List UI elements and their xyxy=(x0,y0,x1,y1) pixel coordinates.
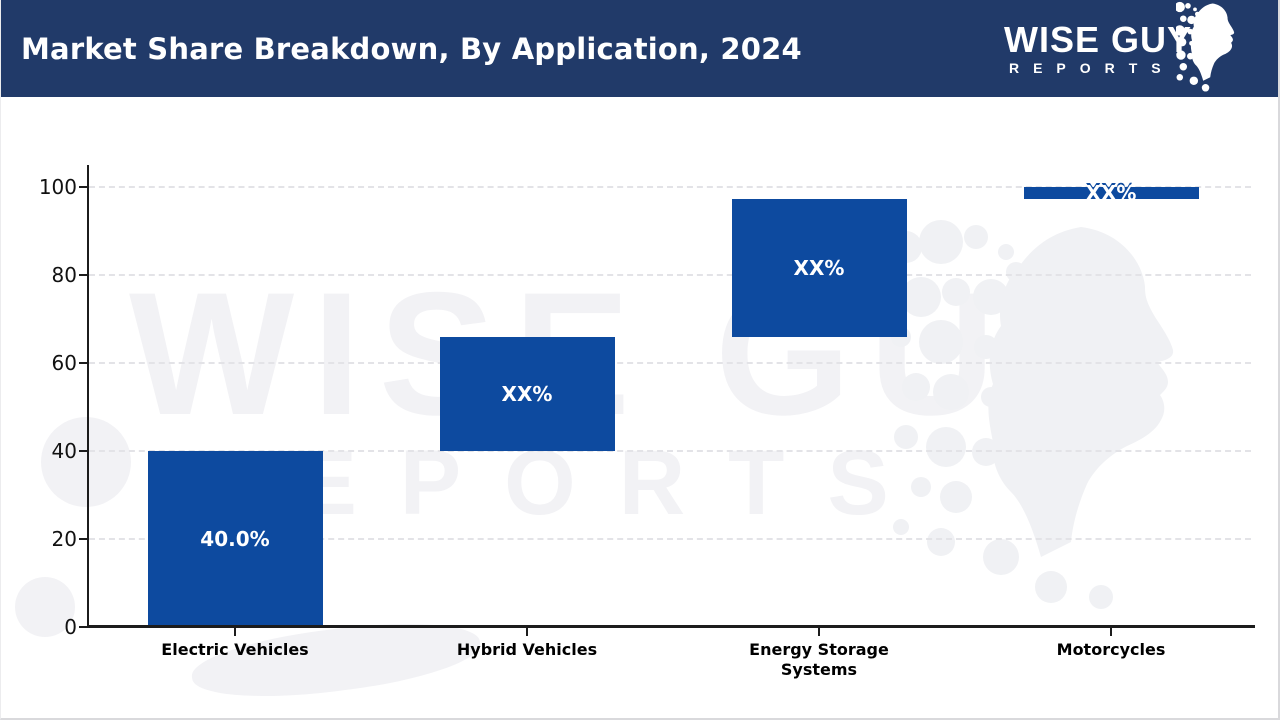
watermark-circle xyxy=(15,577,75,637)
y-tick-label: 20 xyxy=(51,527,77,551)
x-axis-tick xyxy=(1110,628,1112,636)
y-axis-tick xyxy=(79,274,88,276)
bar-electric-vehicles xyxy=(147,451,323,627)
category-label: Electric Vehicles xyxy=(161,640,309,659)
y-axis-tick xyxy=(79,362,88,364)
x-axis-line xyxy=(87,625,1255,628)
logo-text: WISE GUY REPORTS xyxy=(1003,19,1192,76)
y-tick-label: 80 xyxy=(51,263,77,287)
y-tick-label: 100 xyxy=(38,175,77,199)
category-label: Motorcycles xyxy=(1056,640,1166,659)
category-label: Energy Storage Systems xyxy=(749,640,889,680)
y-tick-label: 40 xyxy=(51,439,77,463)
x-axis-tick xyxy=(526,628,528,636)
bar-motorcycles xyxy=(1023,187,1199,200)
logo-face-icon xyxy=(1176,1,1235,92)
y-axis-tick xyxy=(79,626,88,628)
bar-energy-storage-systems xyxy=(731,199,907,338)
y-tick-label: 0 xyxy=(64,615,77,639)
x-axis-tick xyxy=(234,628,236,636)
y-axis-tick xyxy=(79,538,88,540)
gridline xyxy=(89,362,1251,364)
y-axis-tick xyxy=(79,186,88,188)
gridline xyxy=(89,186,1251,188)
bar-value-label: XX% xyxy=(1085,181,1137,206)
logo-subtitle: REPORTS xyxy=(1008,60,1175,76)
logo-wordmark: WISE GUY xyxy=(1003,19,1192,60)
bar-value-label: XX% xyxy=(793,256,845,281)
gridline xyxy=(89,538,1251,540)
header: Market Share Breakdown, By Application, … xyxy=(1,0,1278,97)
watermark-circle xyxy=(41,417,131,507)
bar-value-label: 40.0% xyxy=(200,527,270,551)
x-axis-tick xyxy=(818,628,820,636)
category-label: Hybrid Vehicles xyxy=(456,640,598,659)
y-axis-line xyxy=(87,165,89,628)
gridline xyxy=(89,450,1251,452)
gridline xyxy=(89,274,1251,276)
y-tick-label: 60 xyxy=(51,351,77,375)
wiseguy-logo: WISE GUY REPORTS xyxy=(1003,1,1262,96)
bar-hybrid-vehicles xyxy=(439,337,615,451)
y-axis-tick xyxy=(79,450,88,452)
bar-value-label: XX% xyxy=(501,382,553,407)
page-title: Market Share Breakdown, By Application, … xyxy=(21,31,802,66)
